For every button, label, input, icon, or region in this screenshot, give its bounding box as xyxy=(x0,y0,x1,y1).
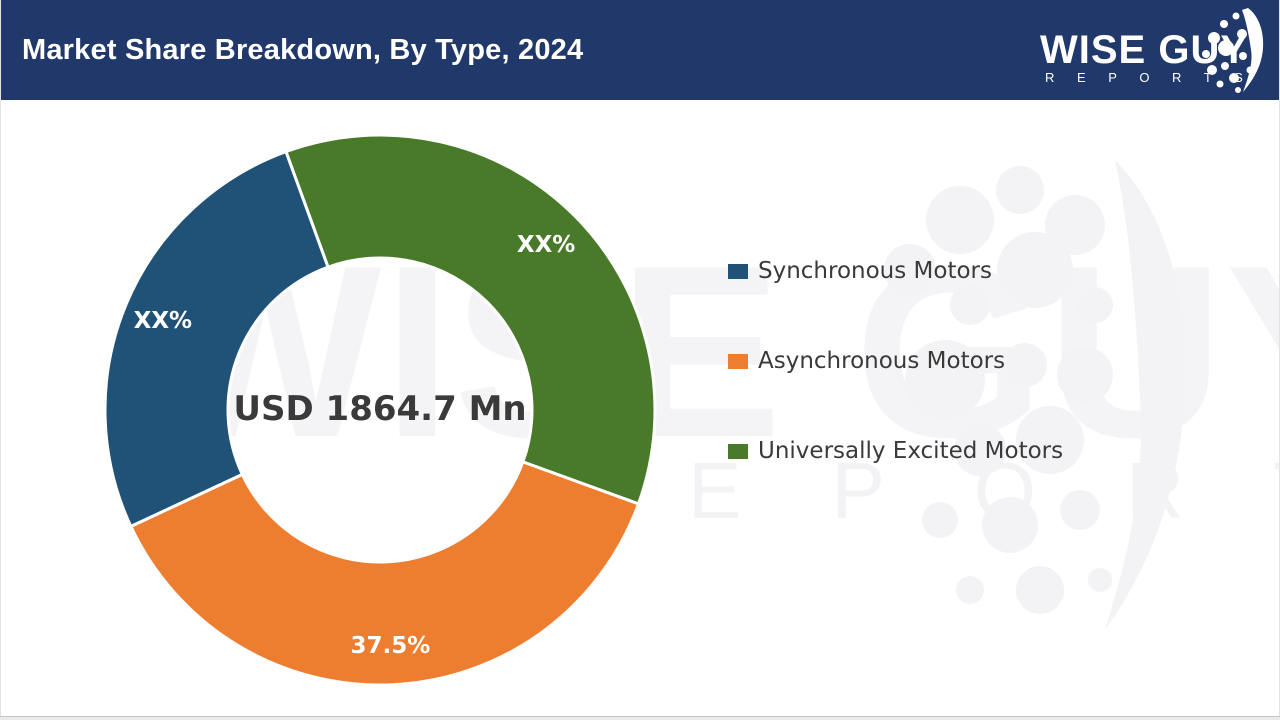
footer-strip xyxy=(0,716,1280,720)
center-value: USD 1864.7 Mn xyxy=(233,389,526,429)
watermark: WISE GUY R E P O R T S xyxy=(0,100,1280,716)
legend-item-0: Synchronous Motors xyxy=(728,258,1063,284)
watermark-head-dots xyxy=(884,160,1186,630)
slice-label-0: XX% xyxy=(517,232,576,258)
slice-label-1: 37.5% xyxy=(351,633,431,659)
legend-item-2: Universally Excited Motors xyxy=(728,438,1063,464)
donut-slice-0 xyxy=(284,133,657,506)
legend: Synchronous Motors Asynchronous Motors Uni… xyxy=(728,258,1063,464)
logo-reports-text: R E P O R T S xyxy=(1045,70,1253,85)
header: Market Share Breakdown, By Type, 2024 WI… xyxy=(0,0,1280,100)
page-title: Market Share Breakdown, By Type, 2024 xyxy=(22,33,584,66)
legend-label-0: Synchronous Motors xyxy=(758,258,992,284)
legend-label-1: Asynchronous Motors xyxy=(758,348,1006,374)
legend-item-1: Asynchronous Motors xyxy=(728,348,1063,374)
legend-swatch-0 xyxy=(728,263,748,279)
donut-slice-2 xyxy=(103,150,330,528)
donut-slice-1 xyxy=(129,460,640,687)
logo-face-icon xyxy=(1202,8,1264,93)
brand-logo: WISE GUY R E P O R T S xyxy=(1014,6,1264,94)
donut-chart: XX% 37.5% XX% USD 1864.7 Mn xyxy=(100,130,660,690)
slice-label-2: XX% xyxy=(134,308,193,334)
legend-swatch-1 xyxy=(728,353,748,369)
legend-swatch-2 xyxy=(728,443,748,459)
legend-label-2: Universally Excited Motors xyxy=(758,438,1064,464)
